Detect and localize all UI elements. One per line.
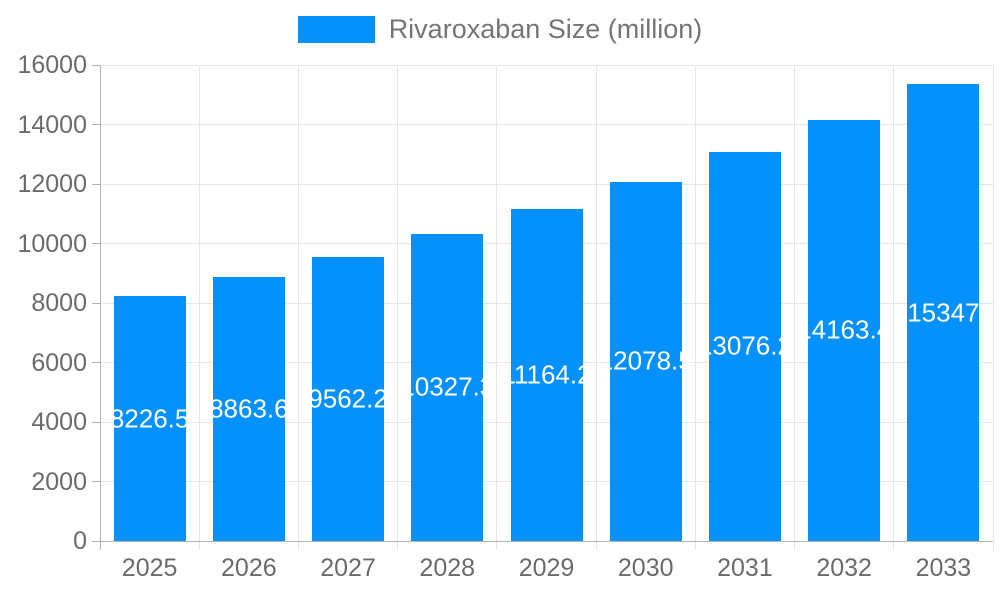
y-axis-line [100, 65, 101, 549]
y-axis-tick-label: 4000 [31, 408, 87, 436]
x-axis-tick-label: 2032 [816, 554, 872, 582]
y-axis-tick [92, 481, 100, 482]
y-axis-tick-label: 12000 [17, 170, 87, 198]
y-axis-tick [92, 243, 100, 244]
legend-label: Rivaroxaban Size (million) [388, 14, 703, 44]
x-gridline [992, 65, 994, 541]
x-axis-tick [198, 542, 200, 550]
x-axis-tick [297, 542, 299, 550]
x-gridline [794, 65, 796, 541]
bar-2033[interactable]: 15347 [907, 84, 980, 541]
x-gridline [397, 65, 399, 541]
x-axis-tick-label: 2031 [717, 554, 773, 582]
bar-value-label: 12078.5 [610, 345, 682, 376]
y-gridline [100, 64, 993, 66]
x-gridline [198, 65, 200, 541]
y-gridline [100, 183, 993, 185]
bar-2027[interactable]: 9562.2 [312, 256, 385, 541]
x-gridline [694, 65, 696, 541]
bar-value-label: 14163.4 [808, 314, 880, 345]
bar-value-label: 8226.5 [113, 403, 186, 434]
x-axis-tick [595, 542, 597, 550]
x-gridline [595, 65, 597, 541]
bar-value-label: 13076.2 [709, 330, 781, 361]
y-gridline [100, 124, 993, 125]
y-axis-tick-label: 16000 [17, 51, 87, 79]
y-axis-tick [92, 421, 100, 423]
x-axis-line [100, 541, 993, 542]
x-axis-tick-label: 2025 [121, 554, 178, 582]
x-axis-tick [893, 542, 895, 550]
bar-2028[interactable]: 10327.3 [411, 233, 484, 541]
x-gridline [496, 65, 498, 541]
bar-2032[interactable]: 14163.4 [808, 119, 881, 541]
bar-2026[interactable]: 8863.6 [212, 277, 285, 541]
y-axis-tick [92, 302, 100, 304]
x-axis-tick-label: 2026 [221, 554, 277, 582]
bar-2029[interactable]: 11164.2 [510, 208, 583, 541]
x-gridline [893, 65, 895, 541]
x-gridline [297, 65, 299, 541]
x-axis-tick-label: 2029 [518, 554, 575, 582]
y-axis-tick [92, 64, 100, 66]
y-axis-tick [92, 124, 100, 125]
bar-value-label: 9562.2 [312, 383, 385, 414]
x-axis-tick [992, 542, 994, 550]
y-axis-tick [92, 362, 100, 363]
y-axis-tick-label: 10000 [17, 229, 87, 258]
chart-legend: Rivaroxaban Size (million) [0, 14, 1000, 45]
x-axis-tick-label: 2030 [617, 554, 674, 582]
y-axis-tick-label: 2000 [31, 467, 87, 496]
y-axis-tick-label: 6000 [31, 348, 87, 377]
x-axis-tick [397, 542, 399, 550]
x-axis-tick [694, 542, 696, 550]
bar-value-label: 8863.6 [212, 393, 285, 424]
y-axis-tick-label: 0 [73, 527, 87, 555]
bar-value-label: 11164.2 [511, 359, 583, 390]
plot-area: 8226.5 8863.6 9562.2 10327.3 11164.2 12078.5 1… [92, 64, 994, 550]
x-axis-tick-label: 2028 [419, 554, 476, 582]
x-axis-tick [794, 542, 796, 550]
bar-2031[interactable]: 13076.2 [708, 151, 781, 541]
x-axis-tick-label: 2033 [915, 554, 972, 582]
legend-swatch [297, 16, 375, 43]
x-axis-tick [496, 542, 498, 550]
bar-value-label: 10327.3 [411, 371, 483, 402]
x-axis-tick-label: 2027 [320, 554, 376, 582]
y-axis-tick-label: 14000 [17, 110, 87, 139]
y-axis-tick [92, 540, 100, 542]
y-axis-tick [92, 183, 100, 185]
legend-item-rivaroxaban[interactable]: Rivaroxaban Size (million) [297, 14, 703, 45]
bar-2025[interactable]: 8226.5 [113, 296, 186, 541]
bar-2030[interactable]: 12078.5 [609, 181, 682, 541]
bar-value-label: 15347 [907, 297, 980, 328]
y-axis-tick-label: 8000 [31, 289, 87, 317]
